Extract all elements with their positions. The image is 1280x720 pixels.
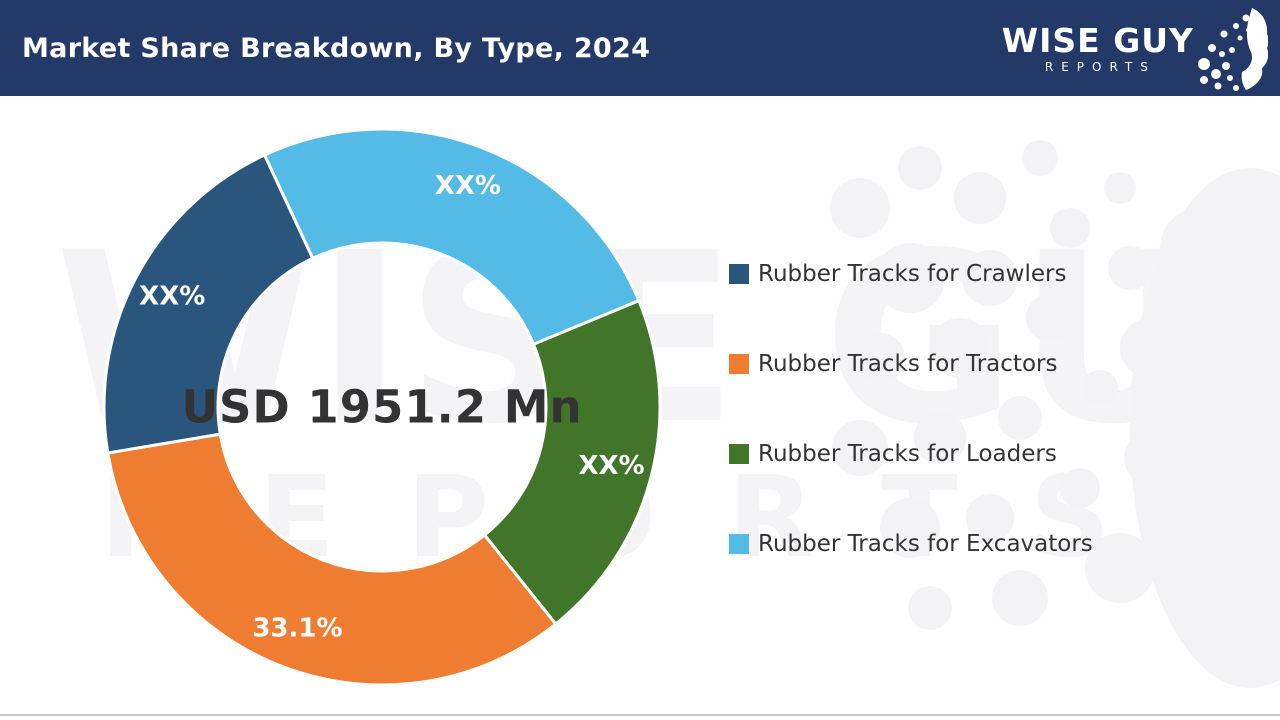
header-bar: Market Share Breakdown, By Type, 2024 WI… xyxy=(0,0,1280,96)
legend-label: Rubber Tracks for Tractors xyxy=(758,351,1058,377)
chart-legend: Rubber Tracks for Crawlers Rubber Tracks… xyxy=(729,260,1093,558)
legend-label: Rubber Tracks for Loaders xyxy=(758,441,1057,467)
logo-wiseguy-text: WISE GUY xyxy=(1001,20,1194,60)
footer-divider-line xyxy=(0,714,1280,716)
chart-center-value: USD 1951.2 Mn xyxy=(181,380,583,434)
legend-label: Rubber Tracks for Excavators xyxy=(758,531,1093,557)
slice-percentage-label-rubber-tracks-for-tractors: 33.1% xyxy=(252,613,342,643)
logo-face-icon xyxy=(1198,8,1268,91)
watermark-face-graphic xyxy=(830,140,1280,688)
donut-slice-rubber-tracks-for-tractors xyxy=(106,432,558,687)
slice-percentage-label-rubber-tracks-for-loaders: XX% xyxy=(578,451,644,481)
wise-guy-reports-logo: WISE GUY REPORTS xyxy=(1002,6,1268,92)
legend-swatch xyxy=(729,354,749,374)
donut-slice-rubber-tracks-for-excavators xyxy=(262,127,641,347)
page-title: Market Share Breakdown, By Type, 2024 xyxy=(22,32,651,64)
legend-swatch xyxy=(729,534,749,554)
slice-percentage-label-rubber-tracks-for-excavators: XX% xyxy=(435,171,501,201)
slice-percentage-label-rubber-tracks-for-crawlers: XX% xyxy=(139,282,205,312)
legend-item: Rubber Tracks for Crawlers xyxy=(729,260,1093,288)
logo-text: WISE GUY REPORTS xyxy=(1001,20,1194,75)
legend-item: Rubber Tracks for Excavators xyxy=(729,530,1093,558)
legend-label: Rubber Tracks for Crawlers xyxy=(758,261,1067,287)
legend-item: Rubber Tracks for Tractors xyxy=(729,350,1093,378)
logo-reports-text: REPORTS xyxy=(1044,60,1156,75)
legend-swatch xyxy=(729,444,749,464)
donut-slice-rubber-tracks-for-loaders xyxy=(482,298,662,627)
legend-swatch xyxy=(729,264,749,284)
donut-slice-rubber-tracks-for-crawlers xyxy=(102,153,315,455)
legend-item: Rubber Tracks for Loaders xyxy=(729,440,1093,468)
